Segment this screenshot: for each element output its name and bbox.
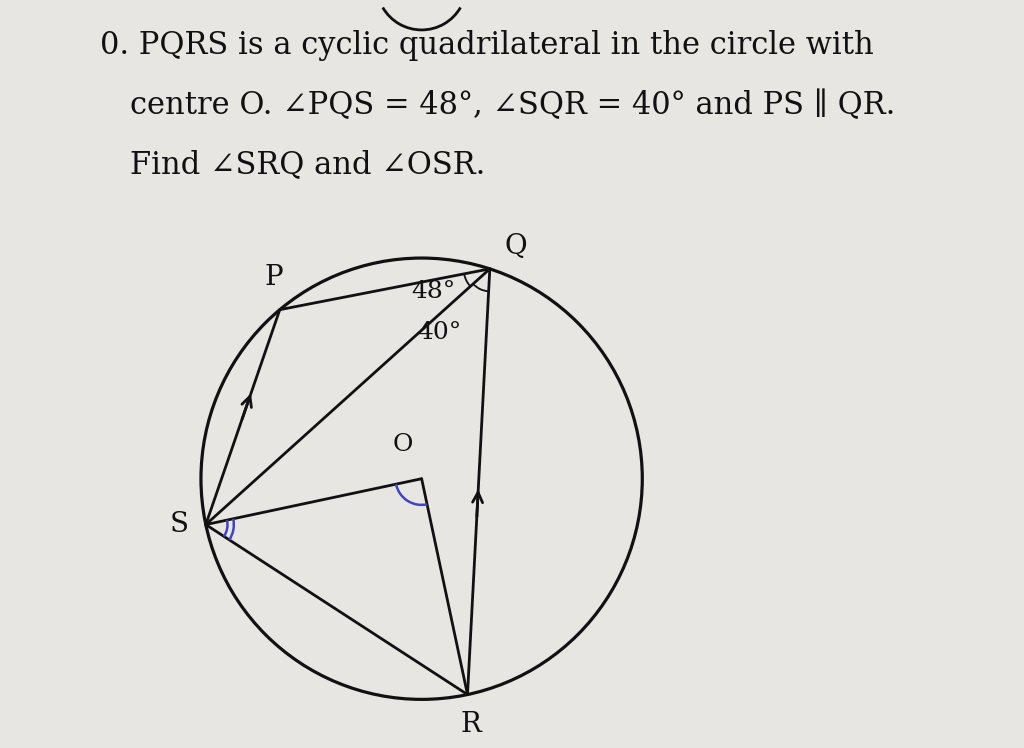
- Text: 40°: 40°: [417, 321, 461, 344]
- Text: 48°: 48°: [412, 280, 456, 303]
- Text: centre O. ∠PQS = 48°, ∠SQR = 40° and PS ∥ QR.: centre O. ∠PQS = 48°, ∠SQR = 40° and PS …: [130, 90, 895, 120]
- Text: O: O: [393, 433, 413, 456]
- Text: Q: Q: [505, 233, 527, 260]
- Text: S: S: [170, 511, 189, 538]
- Text: Find ∠SRQ and ∠OSR.: Find ∠SRQ and ∠OSR.: [130, 150, 485, 180]
- Text: P: P: [264, 264, 283, 291]
- Text: R: R: [461, 711, 481, 738]
- Text: 0. PQRS is a cyclic quadrilateral in the circle with: 0. PQRS is a cyclic quadrilateral in the…: [100, 30, 873, 61]
